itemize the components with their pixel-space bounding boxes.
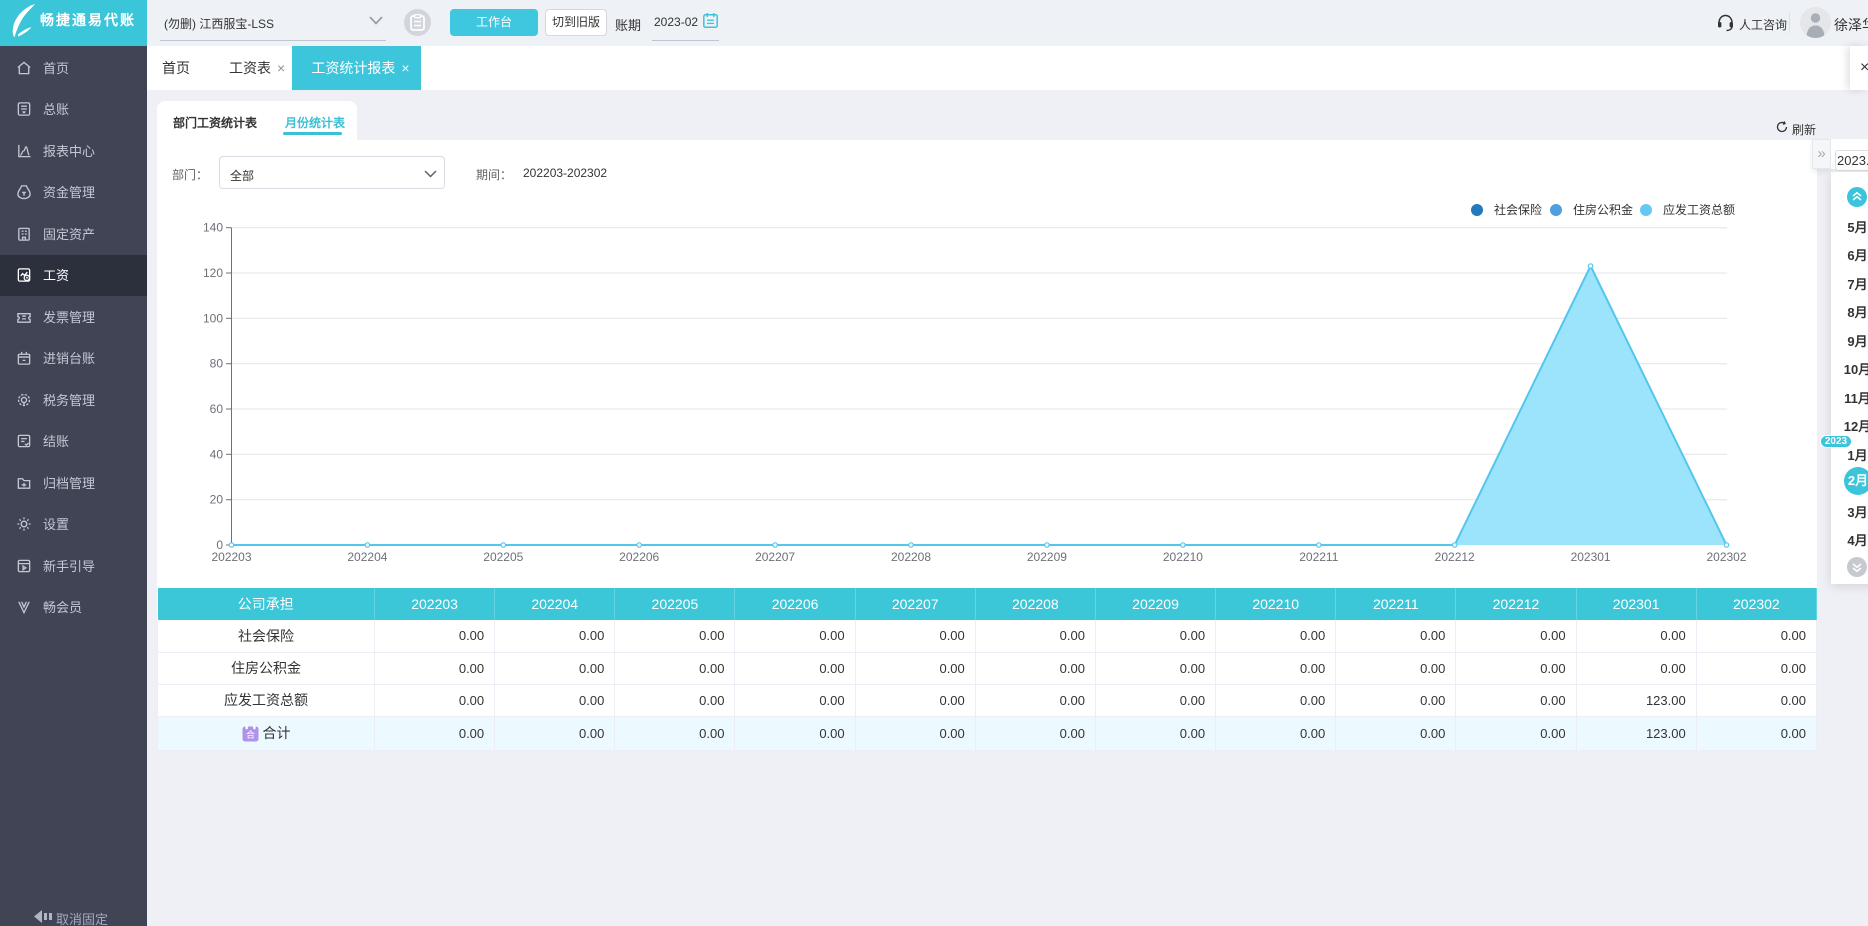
- svg-text:120: 120: [203, 266, 223, 280]
- svg-text:202301: 202301: [1571, 550, 1611, 564]
- svg-text:202207: 202207: [755, 550, 795, 564]
- svg-text:60: 60: [210, 402, 224, 416]
- svg-text:202212: 202212: [1435, 550, 1475, 564]
- svg-text:202209: 202209: [1027, 550, 1067, 564]
- svg-text:202302: 202302: [1706, 550, 1746, 564]
- svg-text:202206: 202206: [619, 550, 659, 564]
- svg-text:202211: 202211: [1299, 550, 1338, 564]
- svg-text:80: 80: [210, 357, 224, 371]
- svg-text:202208: 202208: [891, 550, 931, 564]
- svg-text:0: 0: [216, 538, 223, 552]
- svg-text:100: 100: [203, 311, 223, 325]
- svg-text:合: 合: [245, 729, 254, 740]
- svg-text:202203: 202203: [211, 550, 251, 564]
- svg-text:202210: 202210: [1163, 550, 1203, 564]
- svg-text:202204: 202204: [347, 550, 387, 564]
- svg-text:40: 40: [210, 447, 224, 461]
- svg-text:140: 140: [203, 221, 223, 235]
- svg-text:20: 20: [210, 493, 224, 507]
- svg-text:202205: 202205: [483, 550, 523, 564]
